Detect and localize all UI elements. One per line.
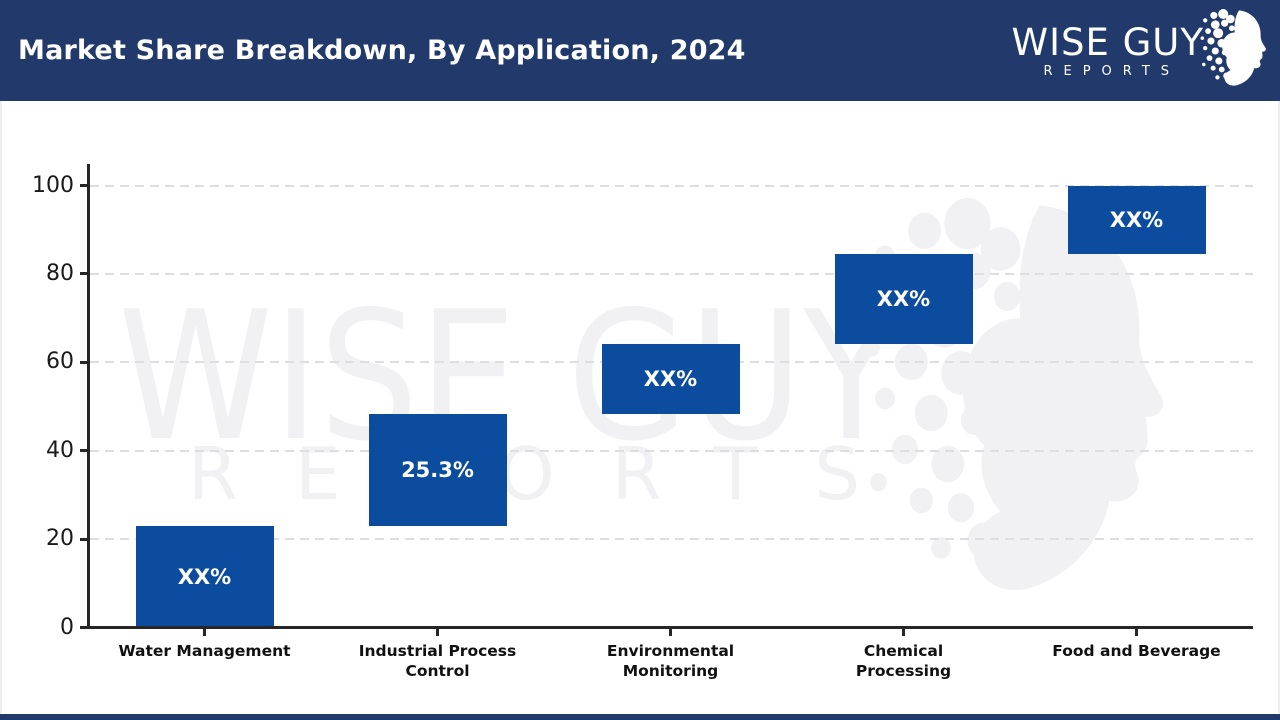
y-tick-mark: [80, 360, 88, 364]
y-tick-mark: [80, 537, 88, 541]
gridline: [90, 272, 1253, 275]
y-tick-mark: [80, 184, 88, 187]
y-tick-label: 20: [46, 526, 74, 552]
category-label-environmental-monitoring: Environmental Monitoring: [546, 641, 796, 681]
bar-water-management: [135, 525, 274, 628]
y-tick-mark: [80, 449, 88, 453]
bar-environmental-monitoring: [601, 343, 740, 414]
bar-value-label-chemical-processing: XX%: [876, 287, 931, 312]
left-edge-border: [0, 101, 2, 714]
page-title: Market Share Breakdown, By Application, …: [18, 35, 746, 66]
category-label-line: Monitoring: [622, 662, 719, 680]
wise-guy-logo: WISE GUY REPORTS: [1012, 7, 1270, 95]
bar-value-label-industrial-process-control: 25.3%: [401, 457, 474, 482]
watermark-wordmark: WISE GUY: [118, 273, 899, 480]
category-label-water-management: Water Management: [80, 641, 330, 661]
x-tick-mark: [436, 629, 439, 636]
category-label-line: Processing: [855, 662, 952, 680]
x-tick-mark: [902, 629, 905, 636]
gridline: [90, 184, 1253, 187]
y-axis-line: [87, 164, 90, 629]
category-label-line: Industrial Process: [358, 642, 517, 660]
right-edge-border: [1278, 101, 1280, 714]
logo-head-icon: [1200, 9, 1266, 86]
category-label-line: Control: [405, 662, 470, 680]
header-band: Market Share Breakdown, By Application, …: [0, 0, 1280, 101]
footer-band: [0, 714, 1280, 720]
bar-industrial-process-control: [368, 414, 507, 526]
x-tick-mark: [203, 629, 206, 636]
y-tick-mark: [80, 626, 88, 629]
y-tick-mark: [80, 272, 88, 276]
category-label-line: Food and Beverage: [1052, 642, 1221, 660]
y-tick-label: 0: [60, 614, 74, 640]
category-label-industrial-process-control: Industrial Process Control: [313, 641, 563, 681]
x-tick-mark: [1135, 629, 1138, 636]
category-label-line: Water Management: [118, 642, 291, 660]
y-tick-label: 60: [46, 349, 74, 375]
category-label-line: Environmental: [606, 642, 735, 660]
category-label-food-and-beverage: Food and Beverage: [1012, 641, 1262, 661]
y-tick-label: 100: [32, 172, 74, 198]
bar-value-label-environmental-monitoring: XX%: [643, 366, 698, 391]
bar-food-and-beverage: [1067, 186, 1206, 255]
x-axis-line: [87, 626, 1253, 629]
category-label-chemical-processing: Chemical Processing: [779, 641, 1029, 681]
category-label-line: Chemical: [863, 642, 944, 660]
bar-chemical-processing: [834, 254, 973, 344]
x-tick-mark: [669, 629, 672, 636]
gridline: [90, 449, 1253, 452]
y-tick-label: 80: [46, 260, 74, 286]
bar-value-label-food-and-beverage: XX%: [1109, 208, 1164, 233]
bar-value-label-water-management: XX%: [177, 564, 232, 589]
logo-text: WISE GUY REPORTS: [1012, 24, 1204, 79]
gridline: [90, 538, 1253, 541]
y-tick-label: 40: [46, 437, 74, 463]
logo-wordmark: WISE GUY: [1011, 20, 1204, 64]
logo-subtitle: REPORTS: [1043, 63, 1181, 79]
